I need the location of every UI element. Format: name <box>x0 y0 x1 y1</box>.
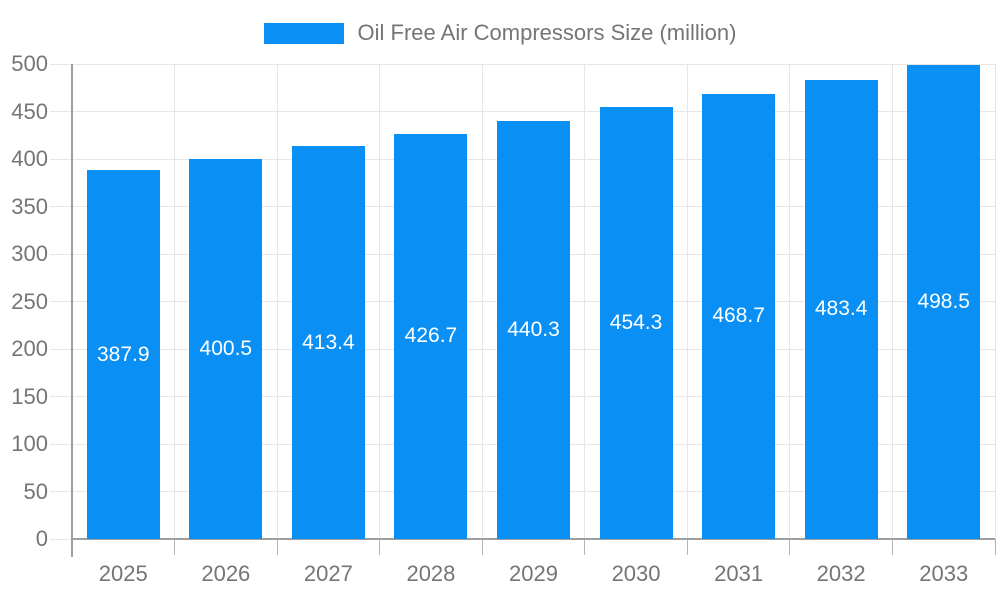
gridline-v <box>891 64 893 539</box>
legend-swatch-icon <box>263 22 344 44</box>
legend: Oil Free Air Compressors Size (million) <box>0 20 1000 46</box>
y-axis-label: 250 <box>11 288 48 314</box>
x-axis-tick <box>481 539 483 555</box>
gridline-v <box>584 64 586 539</box>
x-axis-label: 2032 <box>816 561 866 586</box>
y-axis-label: 150 <box>11 383 48 409</box>
bar-2031[interactable] <box>702 93 776 539</box>
gridline-v <box>174 64 176 539</box>
x-axis-tick <box>891 539 893 555</box>
x-axis-line <box>71 538 995 540</box>
x-axis-label: 2030 <box>611 561 661 586</box>
x-axis-label: 2026 <box>201 561 251 586</box>
y-axis-label: 450 <box>11 98 48 124</box>
gridline-v <box>379 64 381 539</box>
y-axis-label: 50 <box>23 478 48 504</box>
x-axis-tick <box>174 539 176 555</box>
legend-item[interactable]: Oil Free Air Compressors Size (million) <box>263 20 737 46</box>
x-axis-tick <box>379 539 381 555</box>
gridline-v <box>994 64 996 539</box>
x-axis-label: 2031 <box>714 561 764 586</box>
bar-2027[interactable] <box>291 146 365 539</box>
bar-2025[interactable] <box>86 170 160 539</box>
x-axis-label: 2027 <box>303 561 353 586</box>
x-axis-label: 2033 <box>919 561 969 586</box>
y-axis-label: 300 <box>11 241 48 266</box>
x-axis-label: 2029 <box>509 561 558 586</box>
y-axis-label: 200 <box>11 336 48 361</box>
y-axis-label: 400 <box>11 146 48 171</box>
y-axis-line <box>71 64 73 557</box>
x-axis-tick <box>276 539 278 555</box>
bar-2033[interactable] <box>907 65 981 539</box>
gridline-v <box>686 64 688 539</box>
bar-2026[interactable] <box>189 158 263 539</box>
gridline-v <box>276 64 278 539</box>
y-axis-label: 0 <box>35 526 48 551</box>
gridline-v <box>481 64 483 539</box>
x-axis-tick <box>789 539 791 555</box>
bar-2032[interactable] <box>804 79 878 539</box>
y-axis-label: 100 <box>11 431 48 456</box>
x-axis-label: 2028 <box>406 561 456 586</box>
x-axis-tick <box>994 539 996 555</box>
y-axis-label: 500 <box>11 51 48 76</box>
x-axis-label: 2025 <box>98 561 148 586</box>
gridline-v <box>789 64 791 539</box>
bar-2029[interactable] <box>497 120 570 539</box>
bar-2028[interactable] <box>394 133 468 539</box>
x-axis-tick <box>584 539 586 555</box>
bar-2030[interactable] <box>599 107 673 539</box>
gridline-h <box>50 63 995 65</box>
legend-label: Oil Free Air Compressors Size (million) <box>357 20 737 45</box>
x-axis-tick <box>686 539 688 555</box>
gridline-h <box>50 111 995 112</box>
y-axis-label: 350 <box>11 193 48 219</box>
